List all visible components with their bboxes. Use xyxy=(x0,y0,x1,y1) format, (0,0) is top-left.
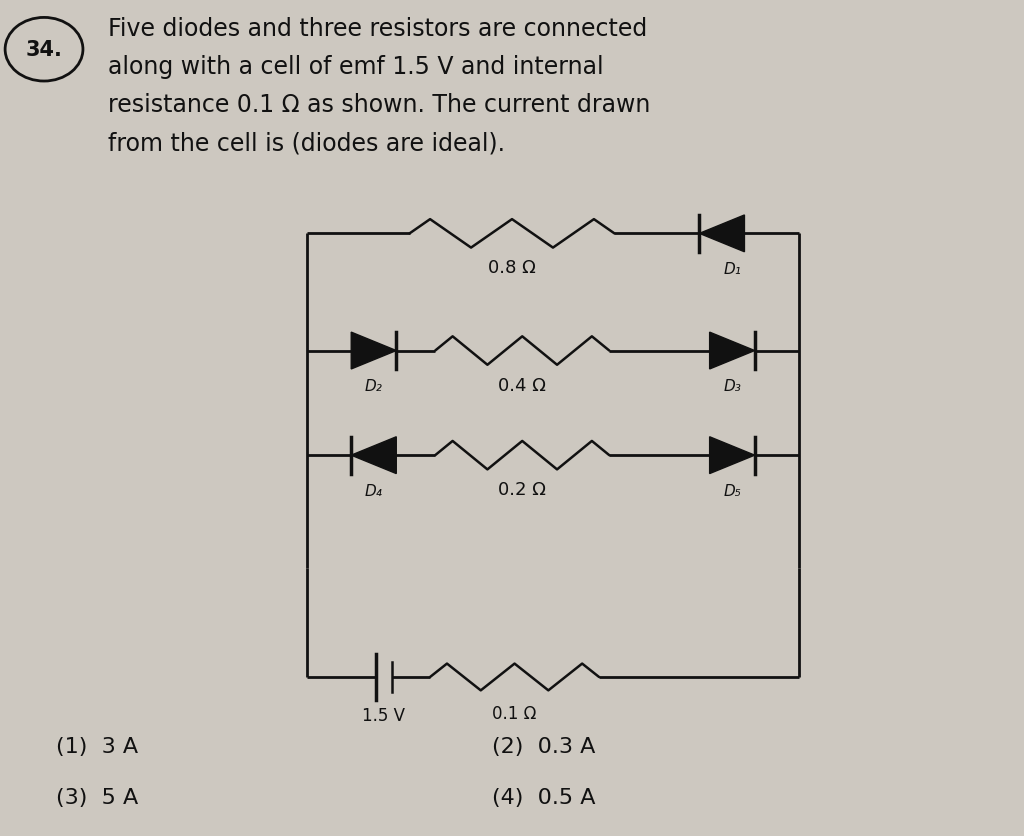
Polygon shape xyxy=(699,216,744,252)
Text: 0.4 Ω: 0.4 Ω xyxy=(499,376,546,395)
Text: (4)  0.5 A: (4) 0.5 A xyxy=(492,788,595,808)
Text: 0.2 Ω: 0.2 Ω xyxy=(499,481,546,499)
Text: D₄: D₄ xyxy=(365,483,383,498)
Text: 1.5 V: 1.5 V xyxy=(362,706,406,725)
Text: (3)  5 A: (3) 5 A xyxy=(56,788,138,808)
Polygon shape xyxy=(351,437,396,474)
Text: 0.1 Ω: 0.1 Ω xyxy=(493,704,537,722)
Text: D₂: D₂ xyxy=(365,379,383,394)
Text: Five diodes and three resistors are connected
along with a cell of emf 1.5 V and: Five diodes and three resistors are conn… xyxy=(108,17,650,155)
Text: 0.8 Ω: 0.8 Ω xyxy=(488,259,536,278)
Polygon shape xyxy=(710,333,755,370)
Text: (2)  0.3 A: (2) 0.3 A xyxy=(492,736,595,756)
Text: D₃: D₃ xyxy=(723,379,741,394)
Text: D₅: D₅ xyxy=(723,483,741,498)
Text: 34.: 34. xyxy=(26,40,62,60)
Polygon shape xyxy=(710,437,755,474)
Text: (1)  3 A: (1) 3 A xyxy=(56,736,138,756)
Polygon shape xyxy=(351,333,396,370)
Text: D₁: D₁ xyxy=(723,262,741,277)
